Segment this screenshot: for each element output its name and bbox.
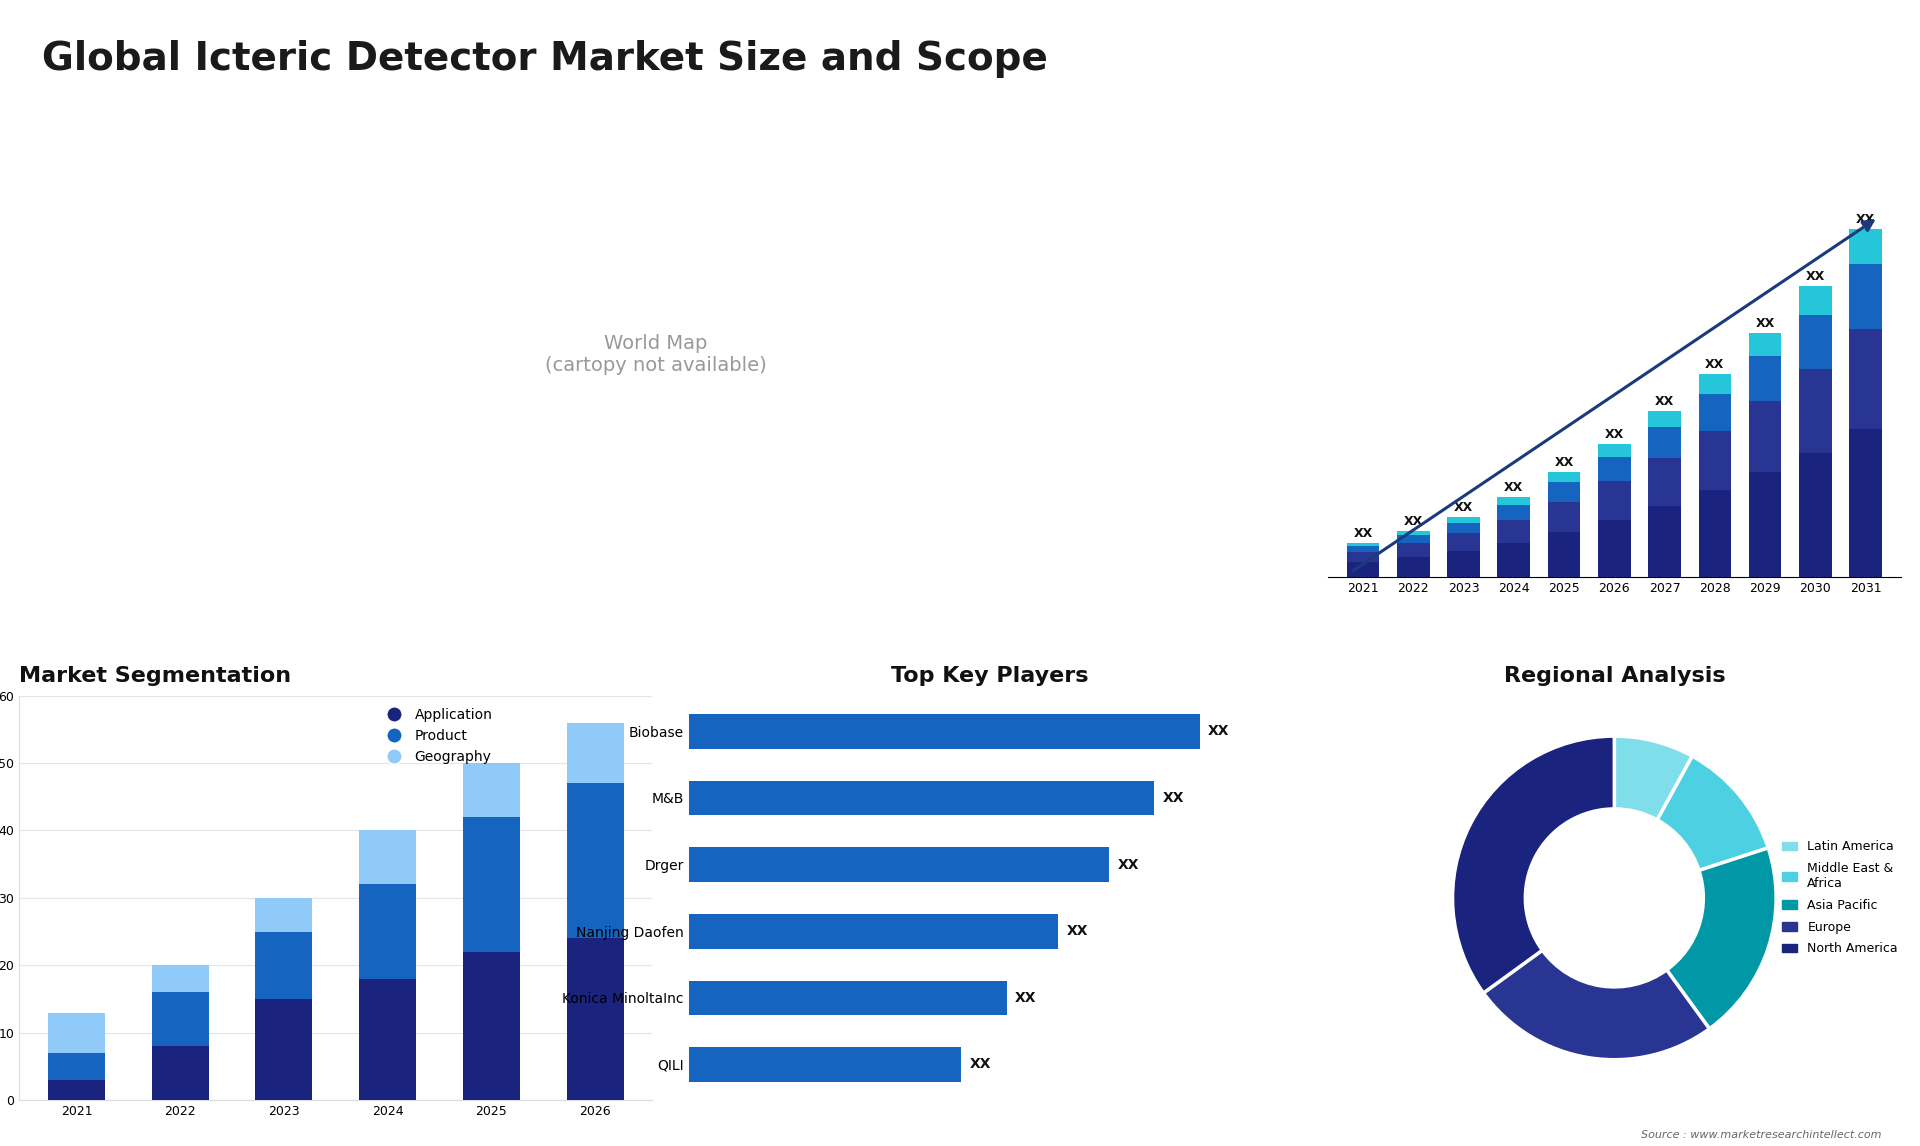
Bar bbox=[566, 939, 624, 1100]
Text: XX: XX bbox=[1857, 213, 1876, 226]
Bar bbox=[255, 999, 313, 1100]
Bar bbox=[1647, 427, 1680, 457]
Bar bbox=[689, 780, 1154, 815]
Text: XX: XX bbox=[1655, 395, 1674, 408]
Bar bbox=[1448, 517, 1480, 523]
Bar bbox=[1799, 453, 1832, 576]
Bar bbox=[1749, 356, 1782, 401]
Text: XX: XX bbox=[1354, 527, 1373, 540]
Bar bbox=[1346, 552, 1379, 562]
Bar bbox=[689, 981, 1006, 1015]
Bar bbox=[1749, 401, 1782, 472]
Text: XX: XX bbox=[1404, 516, 1423, 528]
Text: XX: XX bbox=[1705, 358, 1724, 371]
Bar bbox=[1749, 472, 1782, 576]
Bar bbox=[463, 817, 520, 952]
Bar bbox=[1699, 431, 1732, 490]
Bar bbox=[1548, 472, 1580, 482]
Text: XX: XX bbox=[1016, 991, 1037, 1005]
Bar bbox=[48, 1013, 106, 1053]
Bar bbox=[1849, 264, 1882, 329]
Text: XX: XX bbox=[1208, 724, 1229, 738]
Bar bbox=[1448, 533, 1480, 551]
Bar bbox=[1597, 456, 1630, 481]
Bar bbox=[48, 1080, 106, 1100]
Bar bbox=[1647, 457, 1680, 505]
Title: Regional Analysis: Regional Analysis bbox=[1503, 666, 1726, 685]
Text: Market Segmentation: Market Segmentation bbox=[19, 666, 292, 685]
Bar bbox=[1346, 543, 1379, 547]
Bar bbox=[1849, 429, 1882, 576]
Bar bbox=[359, 885, 417, 979]
Text: XX: XX bbox=[1605, 427, 1624, 441]
Bar bbox=[1548, 482, 1580, 502]
Text: World Map
(cartopy not available): World Map (cartopy not available) bbox=[545, 333, 766, 375]
Text: XX: XX bbox=[1805, 270, 1826, 283]
Bar bbox=[566, 784, 624, 939]
Bar bbox=[689, 847, 1110, 882]
Bar bbox=[463, 952, 520, 1100]
Title: Top Key Players: Top Key Players bbox=[891, 666, 1089, 685]
Text: Source : www.marketresearchintellect.com: Source : www.marketresearchintellect.com bbox=[1642, 1130, 1882, 1140]
Bar bbox=[1799, 286, 1832, 315]
Bar bbox=[1548, 502, 1580, 533]
Wedge shape bbox=[1615, 736, 1692, 819]
Text: XX: XX bbox=[1453, 501, 1473, 513]
Text: XX: XX bbox=[1066, 924, 1089, 939]
Bar bbox=[1498, 497, 1530, 505]
Bar bbox=[1597, 519, 1630, 576]
Bar bbox=[255, 932, 313, 999]
Text: XX: XX bbox=[970, 1058, 991, 1072]
Bar bbox=[1398, 535, 1430, 543]
Text: XX: XX bbox=[1503, 481, 1523, 494]
Text: XX: XX bbox=[1555, 456, 1574, 470]
Bar bbox=[1699, 374, 1732, 393]
Bar bbox=[1597, 481, 1630, 519]
Circle shape bbox=[1524, 809, 1703, 987]
Bar bbox=[1647, 411, 1680, 427]
Bar bbox=[566, 723, 624, 784]
Bar bbox=[463, 763, 520, 817]
Text: XX: XX bbox=[1164, 791, 1185, 804]
Bar bbox=[255, 898, 313, 932]
Bar bbox=[689, 913, 1058, 949]
Bar bbox=[1498, 543, 1530, 576]
Wedge shape bbox=[1453, 736, 1615, 994]
Bar bbox=[1799, 369, 1832, 453]
Bar bbox=[152, 1046, 209, 1100]
Bar bbox=[1548, 533, 1580, 576]
Wedge shape bbox=[1657, 756, 1768, 871]
Bar bbox=[1398, 532, 1430, 535]
Bar bbox=[1799, 315, 1832, 369]
Bar bbox=[1398, 543, 1430, 557]
Text: XX: XX bbox=[1755, 316, 1774, 330]
Bar bbox=[1498, 519, 1530, 543]
Bar bbox=[1448, 523, 1480, 533]
Bar bbox=[152, 965, 209, 992]
Bar bbox=[1849, 229, 1882, 264]
Bar bbox=[359, 831, 417, 885]
Bar bbox=[1448, 551, 1480, 576]
Bar bbox=[1699, 393, 1732, 431]
Bar bbox=[1346, 562, 1379, 576]
Text: Global Icteric Detector Market Size and Scope: Global Icteric Detector Market Size and … bbox=[42, 40, 1048, 78]
Bar bbox=[1346, 547, 1379, 552]
Text: XX: XX bbox=[1117, 857, 1139, 872]
Bar bbox=[1699, 490, 1732, 576]
Bar bbox=[689, 714, 1200, 748]
Bar bbox=[152, 992, 209, 1046]
Bar bbox=[1597, 444, 1630, 456]
Bar bbox=[359, 979, 417, 1100]
Bar bbox=[689, 1047, 962, 1082]
Bar bbox=[1398, 557, 1430, 576]
Bar bbox=[48, 1053, 106, 1080]
Legend: Latin America, Middle East &
Africa, Asia Pacific, Europe, North America: Latin America, Middle East & Africa, Asi… bbox=[1782, 840, 1899, 956]
Wedge shape bbox=[1667, 848, 1776, 1029]
Bar bbox=[1749, 332, 1782, 356]
Bar bbox=[1647, 505, 1680, 576]
Bar bbox=[1849, 329, 1882, 429]
Bar bbox=[1498, 505, 1530, 519]
Legend: Application, Product, Geography: Application, Product, Geography bbox=[374, 702, 497, 770]
Wedge shape bbox=[1484, 950, 1709, 1060]
